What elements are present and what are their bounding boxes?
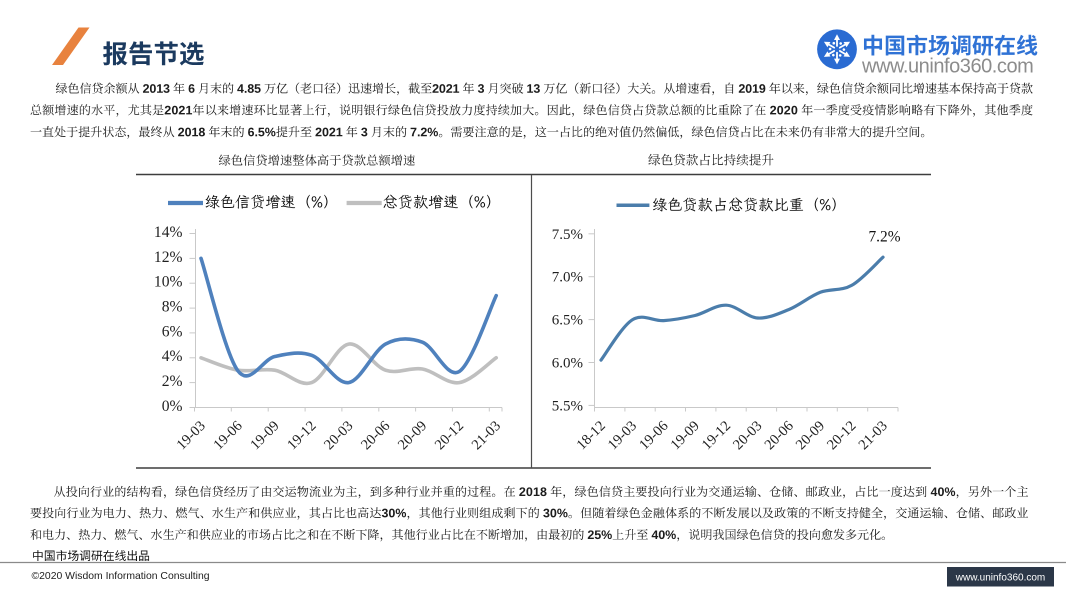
svg-text:10%: 10% bbox=[154, 274, 183, 291]
svg-text:2%: 2% bbox=[162, 373, 183, 390]
svg-text:5.5%: 5.5% bbox=[552, 398, 583, 414]
svg-text:6%: 6% bbox=[162, 323, 183, 340]
svg-text:6.5%: 6.5% bbox=[552, 313, 583, 329]
svg-text:4%: 4% bbox=[162, 348, 183, 365]
svg-text:www.uninfo360.com: www.uninfo360.com bbox=[955, 572, 1046, 583]
svg-text:12%: 12% bbox=[154, 249, 183, 266]
svg-text:©2020 Wisdom Information Consu: ©2020 Wisdom Information Consulting bbox=[32, 571, 210, 582]
svg-text:0%: 0% bbox=[162, 398, 183, 415]
svg-text:7.0%: 7.0% bbox=[552, 270, 583, 286]
svg-text:6.0%: 6.0% bbox=[552, 356, 583, 372]
svg-text:www.uninfo360.com: www.uninfo360.com bbox=[861, 55, 1033, 77]
svg-text:8%: 8% bbox=[162, 299, 183, 316]
svg-text:7.2%: 7.2% bbox=[868, 228, 900, 245]
svg-text:14%: 14% bbox=[154, 224, 183, 241]
svg-text:7.5%: 7.5% bbox=[552, 227, 583, 243]
